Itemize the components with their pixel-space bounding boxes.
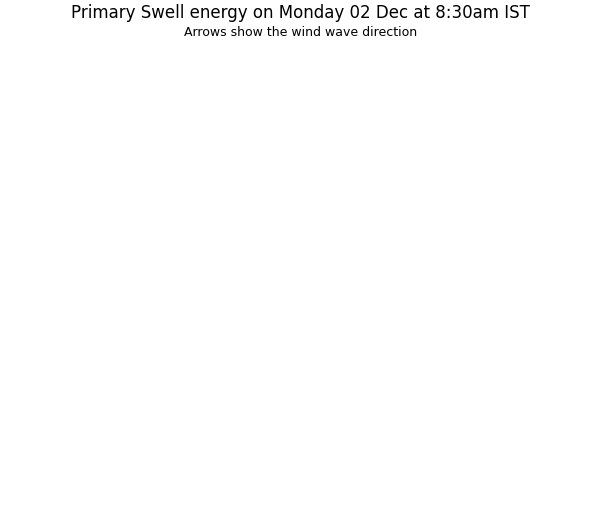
Text: Primary Swell energy on Monday 02 Dec at 8:30am IST: Primary Swell energy on Monday 02 Dec at… bbox=[71, 4, 530, 22]
Text: Cartopy required: Cartopy required bbox=[206, 267, 395, 287]
Text: Arrows show the wind wave direction: Arrows show the wind wave direction bbox=[184, 26, 417, 39]
